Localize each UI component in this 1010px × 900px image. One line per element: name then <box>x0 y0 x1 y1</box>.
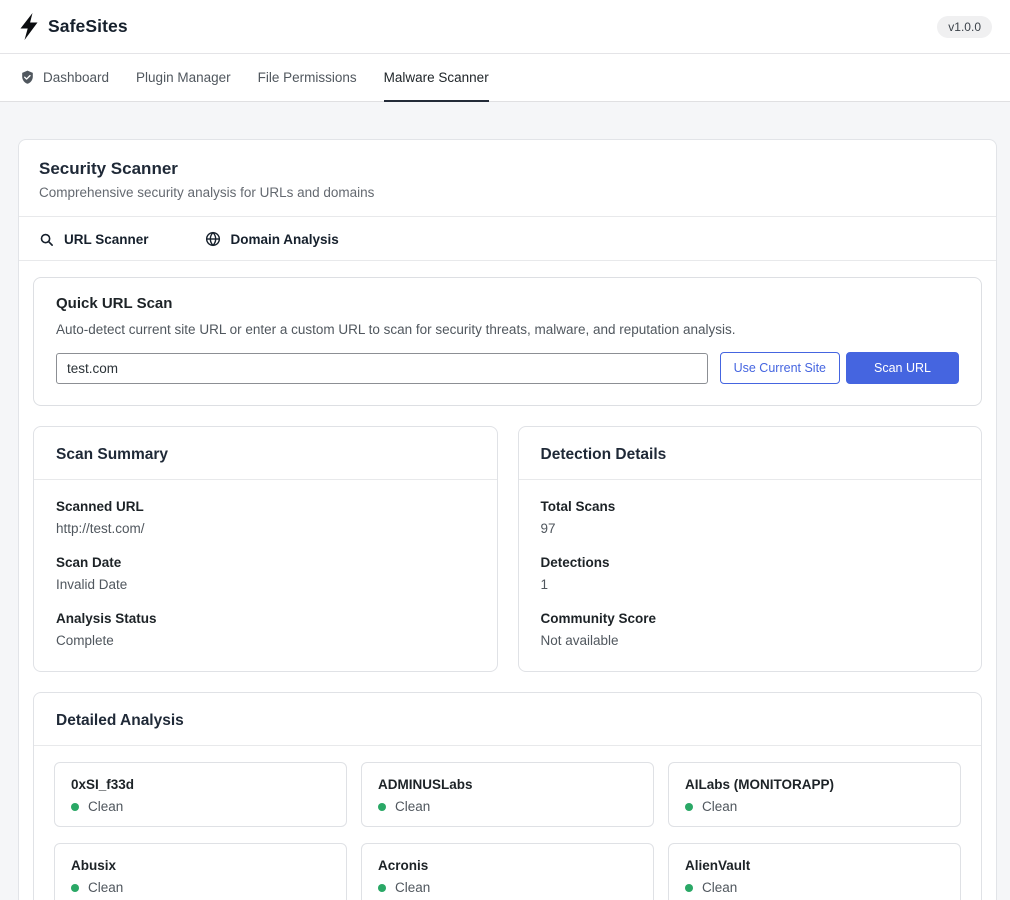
clean-status-dot-icon <box>378 883 386 892</box>
version-badge: v1.0.0 <box>937 15 992 38</box>
vendor-result-ailabs-monitorapp: AILabs (MONITORAPP) Clean <box>668 762 961 827</box>
vendor-result-0xsi-f33d: 0xSI_f33d Clean <box>54 762 347 827</box>
vendor-status: Clean <box>71 799 330 814</box>
globe-icon <box>205 231 221 247</box>
shield-check-icon <box>20 70 35 85</box>
clean-status-dot-icon <box>685 802 693 811</box>
vendor-name: ADMINUSLabs <box>378 777 473 792</box>
lightning-bolt-icon <box>18 13 39 40</box>
vendor-status-label: Clean <box>395 880 431 895</box>
vendor-name: Abusix <box>71 858 117 873</box>
app-header: SafeSites v1.0.0 Dashboard Plugin Manage… <box>0 0 1010 102</box>
vendor-result-adminuslabs: ADMINUSLabs Clean <box>361 762 654 827</box>
results-row: Scan Summary Scanned URL http://test.com… <box>33 426 982 672</box>
vendor-status: Clean <box>685 880 944 895</box>
nav-item-label: Malware Scanner <box>383 69 489 85</box>
nav-item-file-permissions[interactable]: File Permissions <box>258 54 357 102</box>
vendor-name: AlienVault <box>685 858 751 873</box>
tabs-divider <box>19 260 996 261</box>
url-input[interactable] <box>56 352 708 384</box>
vendor-status: Clean <box>685 799 944 814</box>
vendor-status: Clean <box>378 799 637 814</box>
detection-details-card: Detection Details Total Scans 97 Detecti… <box>517 426 982 672</box>
vendor-result-abusix: Abusix Clean <box>54 843 347 900</box>
scan-summary-body: Scanned URL http://test.com/ Scan Date I… <box>34 480 497 671</box>
field-scanned-url: Scanned URL http://test.com/ <box>56 497 475 538</box>
scanner-body: Quick URL Scan Auto-detect current site … <box>19 261 996 900</box>
nav-item-label: Dashboard <box>43 69 110 85</box>
detection-details-title: Detection Details <box>518 427 981 480</box>
field-scan-date: Scan Date Invalid Date <box>56 553 475 594</box>
security-scanner-panel: Security Scanner Comprehensive security … <box>18 139 997 900</box>
scan-input-row: Use Current Site Scan URL <box>56 352 959 384</box>
vendor-name: Acronis <box>378 858 429 873</box>
field-value: Not available <box>540 633 619 648</box>
vendor-result-acronis: Acronis Clean <box>361 843 654 900</box>
vendor-status-label: Clean <box>88 799 124 814</box>
scanner-tabs: URL Scanner Domain Analysis <box>19 217 996 260</box>
field-label: Scanned URL <box>56 499 144 514</box>
vendor-status: Clean <box>71 880 330 895</box>
header-divider <box>19 216 996 217</box>
clean-status-dot-icon <box>685 883 693 892</box>
field-detections: Detections 1 <box>541 553 960 594</box>
detailed-analysis-title: Detailed Analysis <box>34 693 981 746</box>
field-label: Detections <box>540 555 610 570</box>
field-label: Scan Date <box>56 555 122 570</box>
vendor-status-label: Clean <box>702 799 738 814</box>
field-value: 1 <box>540 577 549 592</box>
security-scanner-header: Security Scanner Comprehensive security … <box>19 140 996 216</box>
page-subtitle: Comprehensive security analysis for URLs… <box>39 185 375 200</box>
vendor-name: 0xSI_f33d <box>71 777 135 792</box>
scanner-tab-label: URL Scanner <box>64 231 149 247</box>
field-community-score: Community Score Not available <box>541 609 960 650</box>
detection-details-body: Total Scans 97 Detections 1 Community Sc… <box>519 480 982 671</box>
quick-scan-title: Quick URL Scan <box>56 295 173 312</box>
scan-summary-title: Scan Summary <box>34 427 497 480</box>
page-title: Security Scanner <box>39 159 178 178</box>
search-icon <box>39 232 54 247</box>
nav-item-plugin-manager[interactable]: Plugin Manager <box>136 54 231 102</box>
app-name: SafeSites <box>48 16 128 36</box>
scan-url-button[interactable]: Scan URL <box>846 352 959 384</box>
vendor-name: AILabs (MONITORAPP) <box>685 777 835 792</box>
scan-summary-card: Scan Summary Scanned URL http://test.com… <box>33 426 498 672</box>
detailed-analysis-card: Detailed Analysis 0xSI_f33d Clean ADMINU… <box>33 692 982 900</box>
app-logo: SafeSites <box>18 13 128 40</box>
clean-status-dot-icon <box>378 802 386 811</box>
clean-status-dot-icon <box>71 802 79 811</box>
header-top-bar: SafeSites v1.0.0 <box>0 0 1010 54</box>
use-current-site-button[interactable]: Use Current Site <box>719 352 841 384</box>
vendor-grid: 0xSI_f33d Clean ADMINUSLabs Clean AILabs… <box>34 746 981 900</box>
vendor-result-alienvault: AlienVault Clean <box>668 843 961 900</box>
field-value: http://test.com/ <box>56 521 145 536</box>
field-label: Community Score <box>540 611 657 626</box>
scanner-tab-label: Domain Analysis <box>230 231 339 247</box>
quick-url-scan-panel: Quick URL Scan Auto-detect current site … <box>33 277 982 406</box>
field-value: Invalid Date <box>56 577 128 592</box>
quick-scan-description: Auto-detect current site URL or enter a … <box>56 322 736 337</box>
nav-item-label: Plugin Manager <box>136 69 231 85</box>
scanner-tab-domain-analysis[interactable]: Domain Analysis <box>205 231 339 247</box>
field-analysis-status: Analysis Status Complete <box>56 609 475 650</box>
page-content: Security Scanner Comprehensive security … <box>0 102 1010 900</box>
field-label: Total Scans <box>540 499 616 514</box>
clean-status-dot-icon <box>71 883 79 892</box>
main-nav: Dashboard Plugin Manager File Permission… <box>0 54 1010 102</box>
vendor-status-label: Clean <box>88 880 124 895</box>
vendor-status-label: Clean <box>702 880 738 895</box>
vendor-status: Clean <box>378 880 637 895</box>
vendor-status-label: Clean <box>395 799 431 814</box>
field-value: Complete <box>56 633 114 648</box>
field-value: 97 <box>540 521 556 536</box>
nav-item-label: File Permissions <box>257 69 357 85</box>
field-label: Analysis Status <box>56 611 157 626</box>
nav-item-malware-scanner[interactable]: Malware Scanner <box>383 54 489 102</box>
field-total-scans: Total Scans 97 <box>541 497 960 538</box>
nav-item-dashboard[interactable]: Dashboard <box>20 54 109 102</box>
scanner-tab-url-scanner[interactable]: URL Scanner <box>39 231 149 247</box>
